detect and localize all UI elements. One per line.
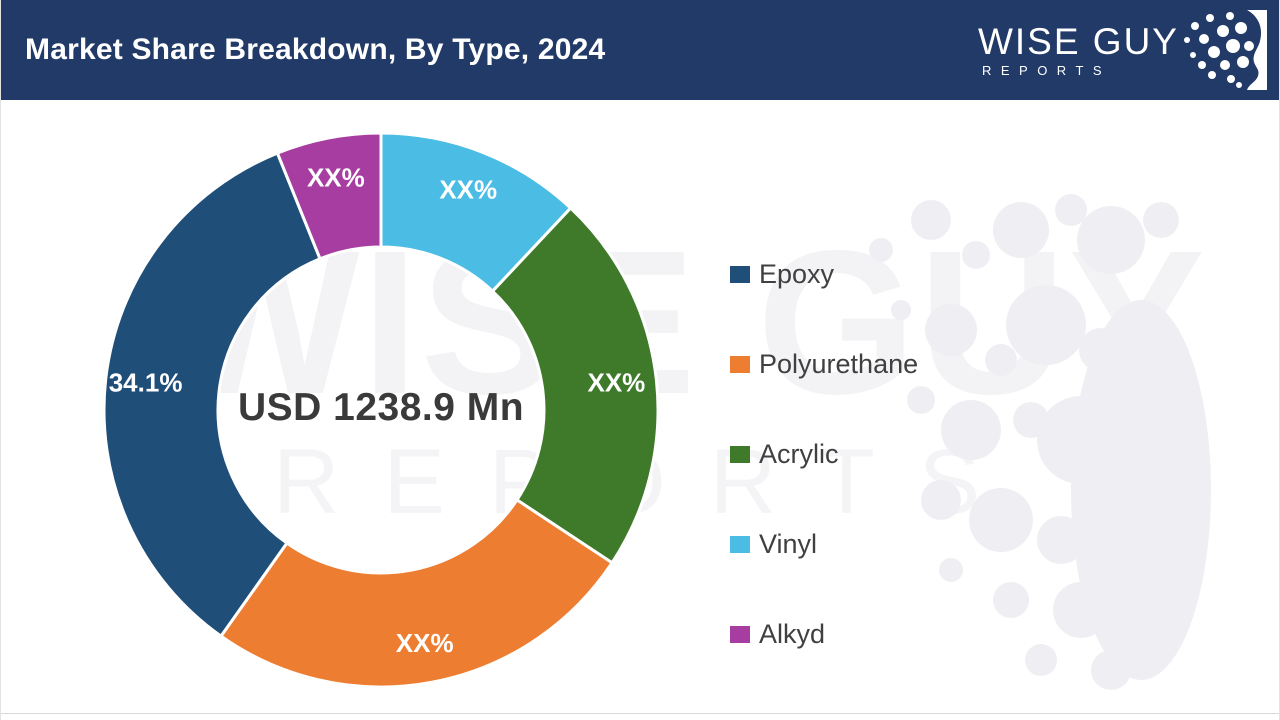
donut-segment-label-acrylic: XX% <box>587 368 645 398</box>
legend-item-alkyd[interactable]: Alkyd <box>730 620 918 648</box>
page-title: Market Share Breakdown, By Type, 2024 <box>25 33 606 66</box>
legend-item-epoxy[interactable]: Epoxy <box>730 260 918 288</box>
legend-swatch-acrylic <box>730 445 750 463</box>
donut-segment-label-epoxy: 34.1% <box>109 368 183 398</box>
legend-label-epoxy: Epoxy <box>759 258 835 289</box>
donut-segment-label-polyurethane: XX% <box>396 628 454 658</box>
legend-item-vinyl[interactable]: Vinyl <box>730 530 918 558</box>
donut-segment-epoxy[interactable] <box>102 151 322 639</box>
donut-segment-label-vinyl: XX% <box>439 175 497 205</box>
legend-label-acrylic: Acrylic <box>759 438 839 469</box>
card-bottom-border <box>1 713 1279 714</box>
chart-area: WISE GUY REPORTS XX%XX%XX%34.1%XX% USD 1… <box>1 100 1279 714</box>
wiseguy-logo-head-icon <box>1184 10 1267 90</box>
donut-chart[interactable]: XX% XX% XX% 34.1% XX% <box>96 125 666 695</box>
legend-swatch-epoxy <box>730 265 750 283</box>
donut-segment-polyurethane[interactable] <box>218 497 615 689</box>
legend-label-alkyd: Alkyd <box>759 618 826 649</box>
legend-label-vinyl: Vinyl <box>759 528 818 559</box>
chart-center-value: USD 1238.9 Mn <box>237 386 525 429</box>
legend-swatch-vinyl <box>730 535 750 553</box>
chart-legend: Epoxy Polyurethane Acrylic Vinyl Alkyd <box>730 260 918 710</box>
wiseguy-logo-text: WISE GUY REPORTS <box>977 20 1179 79</box>
legend-label-polyurethane: Polyurethane <box>759 348 919 379</box>
logo-subtext: REPORTS <box>981 63 1112 79</box>
donut-segment-alkyd[interactable] <box>275 131 383 261</box>
legend-item-polyurethane[interactable]: Polyurethane <box>730 350 918 378</box>
wiseguy-logo: WISE GUY REPORTS <box>978 8 1267 92</box>
donut-segment-label-alkyd: XX% <box>307 162 365 192</box>
legend-item-acrylic[interactable]: Acrylic <box>730 440 918 468</box>
legend-swatch-polyurethane <box>730 355 750 373</box>
logo-wordmark: WISE GUY <box>977 20 1179 62</box>
donut-segment-acrylic[interactable] <box>490 205 660 565</box>
legend-swatch-alkyd <box>730 625 750 643</box>
header-bar: Market Share Breakdown, By Type, 2024 WI… <box>1 0 1279 100</box>
watermark-head-icon <box>869 194 1211 690</box>
